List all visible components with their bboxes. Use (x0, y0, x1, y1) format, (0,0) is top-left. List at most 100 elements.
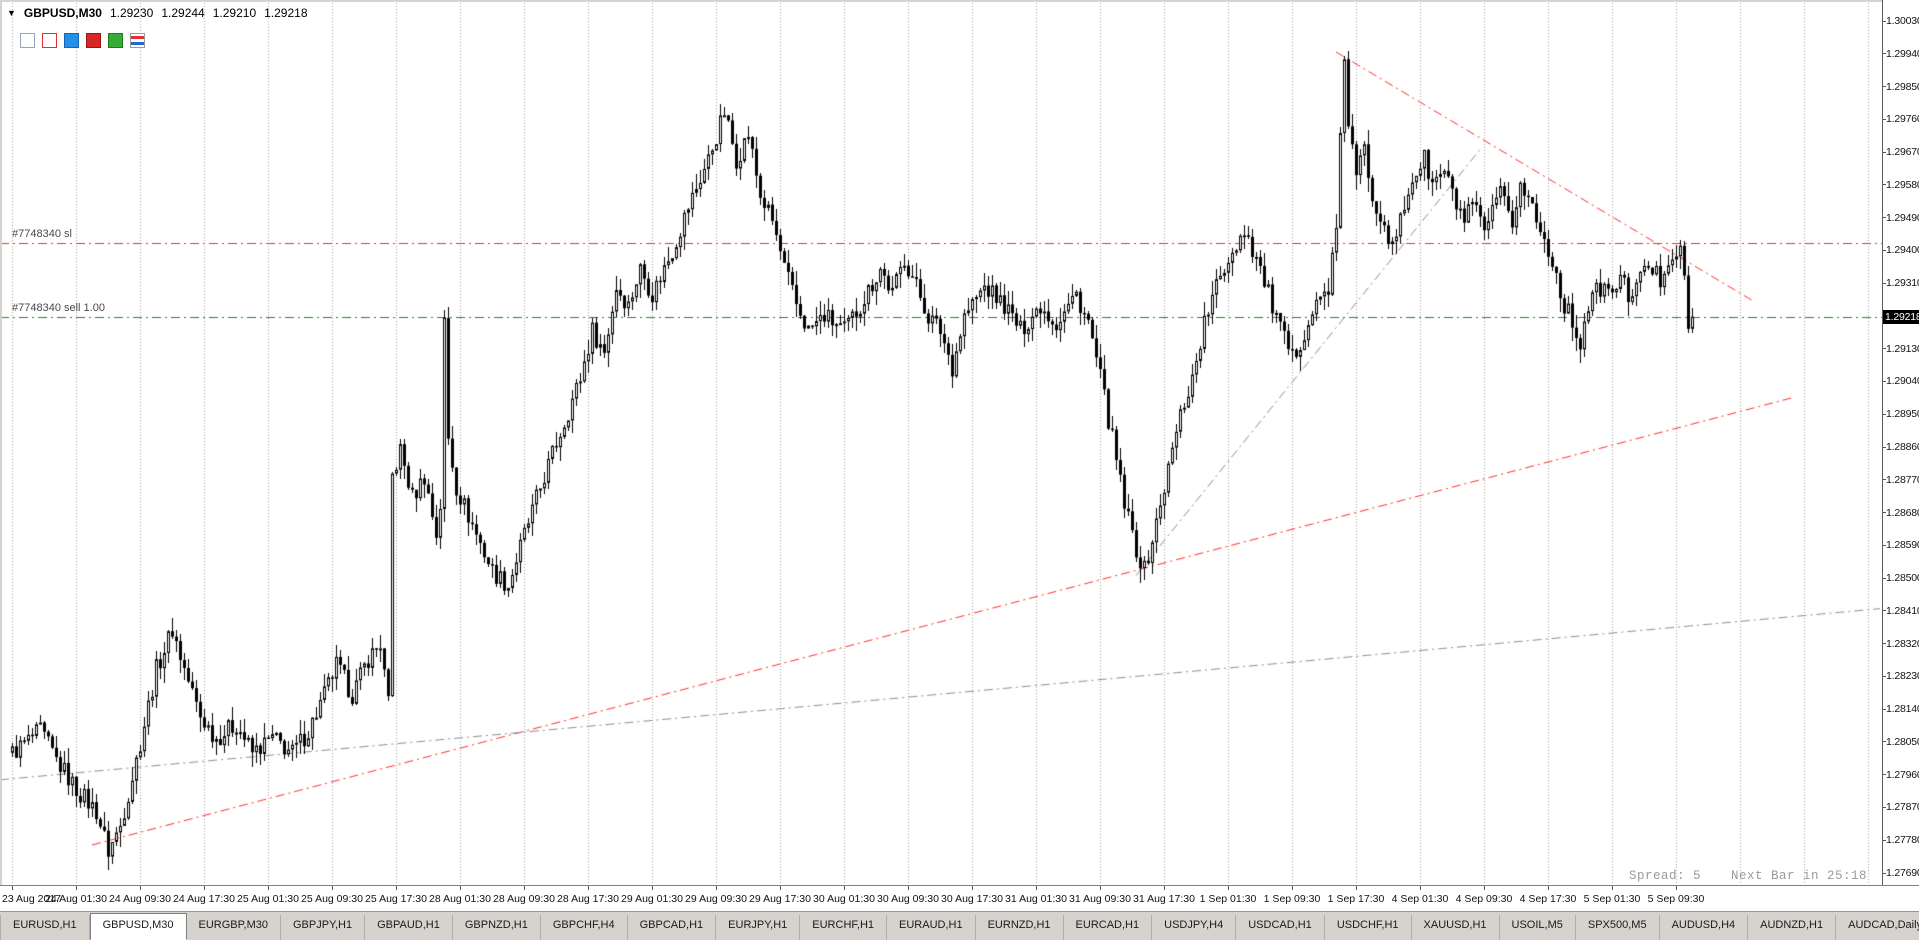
time-axis-tick (844, 886, 845, 890)
time-axis-tick (396, 886, 397, 890)
time-axis-label: 28 Aug 17:30 (557, 893, 619, 905)
chart-tab-eurcad-h1[interactable]: EURCAD,H1 (1064, 915, 1153, 940)
price-axis-label: 1.29670 (1886, 146, 1919, 159)
time-axis-label: 25 Aug 09:30 (301, 893, 363, 905)
price-axis-tick (1883, 577, 1886, 579)
next-bar-countdown: Next Bar in 25:18 (1730, 869, 1867, 883)
time-axis-label: 23 Aug 2017 (2, 893, 61, 905)
price-axis-tick (1883, 20, 1886, 22)
chart-tab-usdchf-h1[interactable]: USDCHF,H1 (1325, 915, 1412, 940)
time-axis-label: 5 Sep 09:30 (1647, 893, 1705, 905)
order-line-label[interactable]: #7748340 sell 1.00 (12, 301, 105, 314)
time-axis-tick (780, 886, 781, 890)
price-axis-tick (1883, 348, 1886, 350)
time-axis-tick (460, 886, 461, 890)
time-axis-label: 25 Aug 17:30 (365, 893, 427, 905)
price-axis-label: 1.29580 (1886, 178, 1919, 191)
ohlc-low-value: 1.29210 (212, 6, 257, 20)
ohlc-open-value: 1.29230 (109, 6, 154, 20)
price-axis-label: 1.29310 (1886, 277, 1919, 290)
chart-header: ▼ GBPUSD,M30 1.29230 1.29244 1.29210 1.2… (7, 6, 308, 20)
time-axis-tick (908, 886, 909, 890)
swatch-red-blue-lines-icon[interactable] (130, 33, 145, 48)
current-price-badge: 1.29218 (1883, 309, 1919, 324)
time-axis-label: 24 Aug 01:30 (45, 893, 107, 905)
chart-tab-gbpusd-m30[interactable]: GBPUSD,M30 (89, 913, 187, 940)
price-axis-tick (1883, 479, 1886, 481)
time-axis-tick (588, 886, 589, 890)
ohlc-high-value: 1.29244 (161, 6, 205, 20)
price-axis-label: 1.29760 (1886, 113, 1919, 126)
chart-tab-xauusd-h1[interactable]: XAUUSD,H1 (1412, 915, 1500, 940)
time-axis-tick (652, 886, 653, 890)
time-axis-tick (1292, 886, 1293, 890)
price-axis-tick (1883, 446, 1886, 448)
time-axis-label: 31 Aug 17:30 (1133, 893, 1195, 905)
chart-tab-gbpcad-h1[interactable]: GBPCAD,H1 (628, 915, 717, 940)
time-axis-tick (268, 886, 269, 890)
price-axis-label: 1.28140 (1886, 703, 1919, 716)
time-axis-label: 30 Aug 01:30 (813, 893, 875, 905)
price-axis-tick (1883, 282, 1886, 284)
symbol-period-label: GBPUSD,M30 (23, 6, 102, 20)
price-axis-tick (1883, 151, 1886, 153)
order-line-label[interactable]: #7748340 sl (12, 228, 72, 241)
collapse-arrow-icon[interactable]: ▼ (7, 8, 16, 18)
chart-tab-audusd-h4[interactable]: AUDUSD,H4 (1660, 915, 1749, 940)
price-axis-tick (1883, 872, 1886, 874)
time-axis-label: 4 Sep 01:30 (1391, 893, 1449, 905)
axis-corner (1882, 885, 1919, 912)
time-axis-tick (1228, 886, 1229, 890)
chart-tab-euraud-h1[interactable]: EURAUD,H1 (887, 915, 976, 940)
chart-tab-eurusd-h1[interactable]: EURUSD,H1 (0, 915, 90, 940)
time-axis-label: 25 Aug 01:30 (237, 893, 299, 905)
swatch-red-icon[interactable] (86, 33, 101, 48)
window-border-top (0, 0, 1919, 2)
time-axis-tick (332, 886, 333, 890)
price-axis-label: 1.30030 (1886, 15, 1919, 27)
chart-tab-gbpchf-h4[interactable]: GBPCHF,H4 (541, 915, 628, 940)
price-axis-label: 1.27870 (1886, 801, 1919, 814)
time-axis-label: 4 Sep 09:30 (1455, 893, 1513, 905)
chart-tab-eurchf-h1[interactable]: EURCHF,H1 (800, 915, 888, 940)
chart-tab-eurnzd-h1[interactable]: EURNZD,H1 (976, 915, 1064, 940)
time-axis-label: 30 Aug 17:30 (941, 893, 1003, 905)
price-axis-tick (1883, 774, 1886, 776)
price-axis-tick (1883, 118, 1886, 120)
price-axis-tick (1883, 86, 1886, 88)
time-axis-tick (1420, 886, 1421, 890)
chart-tab-usoil-m5[interactable]: USOIL,M5 (1500, 915, 1576, 940)
chart-tab-eurgbp-m30[interactable]: EURGBP,M30 (187, 915, 281, 940)
price-axis-tick (1883, 610, 1886, 612)
time-axis-tick (524, 886, 525, 890)
time-axis-label: 4 Sep 17:30 (1519, 893, 1577, 905)
price-axis-label: 1.28770 (1886, 473, 1919, 486)
chart-tab-audcad-daily[interactable]: AUDCAD,Daily (1836, 915, 1919, 940)
chart-tab-gbpaud-h1[interactable]: GBPAUD,H1 (365, 915, 453, 940)
chart-tab-gbpnzd-h1[interactable]: GBPNZD,H1 (453, 915, 541, 940)
price-axis[interactable]: 1.30030 1.29940 1.29850 1.29760 1.29670 1.295… (1882, 0, 1919, 885)
price-axis-tick (1883, 512, 1886, 514)
price-axis-tick (1883, 413, 1886, 415)
time-axis-label: 28 Aug 01:30 (429, 893, 491, 905)
chart-tab-spx500-m5[interactable]: SPX500,M5 (1576, 915, 1660, 940)
price-axis-label: 1.27690 (1886, 867, 1919, 879)
chart-tab-gbpjpy-h1[interactable]: GBPJPY,H1 (281, 915, 366, 940)
price-axis-tick (1883, 380, 1886, 382)
swatch-hollow-gray-icon[interactable] (20, 33, 35, 48)
price-axis-label: 1.27960 (1886, 768, 1919, 781)
time-axis-tick (972, 886, 973, 890)
price-axis-tick (1883, 184, 1886, 186)
swatch-blue-icon[interactable] (64, 33, 79, 48)
swatch-green-icon[interactable] (108, 33, 123, 48)
price-axis-label: 1.29130 (1886, 342, 1919, 355)
swatch-hollow-red-icon[interactable] (42, 33, 57, 48)
price-axis-label: 1.29850 (1886, 80, 1919, 93)
chart-tab-audnzd-h1[interactable]: AUDNZD,H1 (1748, 915, 1837, 940)
chart-tab-usdcad-h1[interactable]: USDCAD,H1 (1236, 915, 1325, 940)
chart-tab-usdjpy-h4[interactable]: USDJPY,H4 (1152, 915, 1237, 940)
time-axis[interactable]: 23 Aug 2017 24 Aug 01:30 24 Aug 09:30 24 Au… (0, 885, 1882, 912)
chart-tab-eurjpy-h1[interactable]: EURJPY,H1 (716, 915, 801, 940)
candlestick-chart-canvas[interactable] (0, 0, 1882, 885)
